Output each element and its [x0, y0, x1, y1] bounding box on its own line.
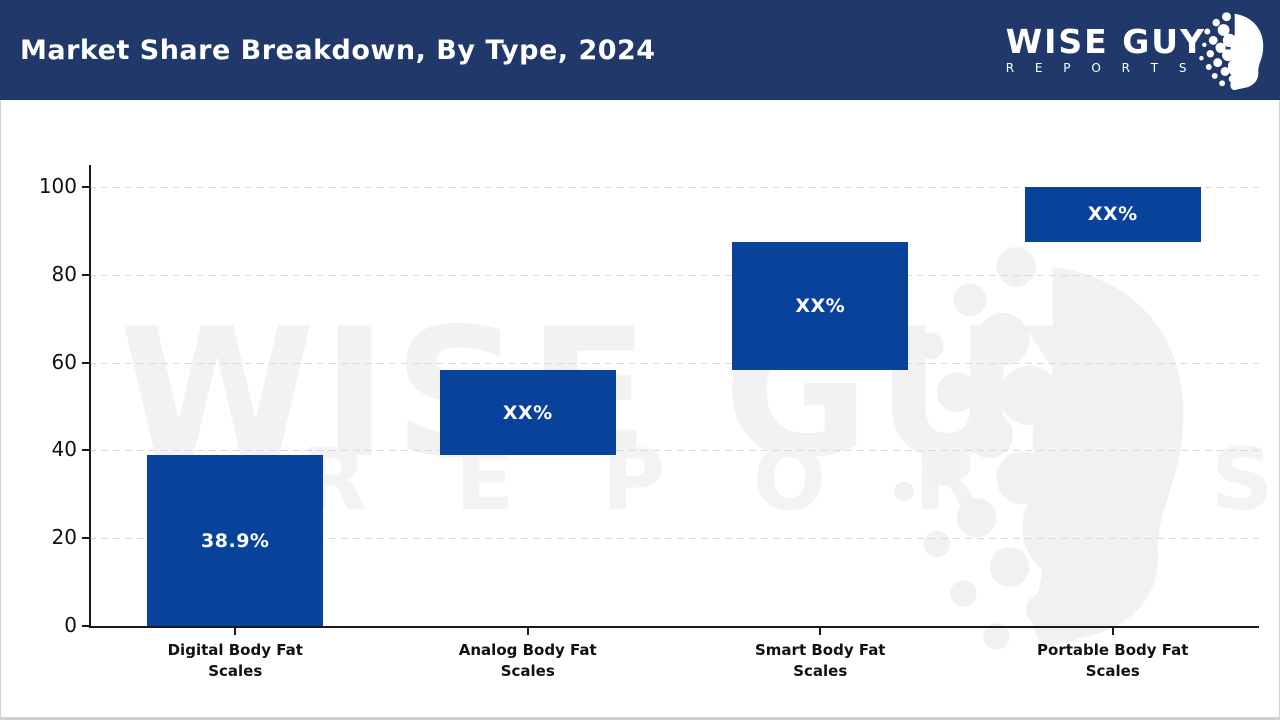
- x-axis-tick: [819, 628, 822, 635]
- waterfall-bar: XX%: [732, 241, 909, 371]
- bar-value-label: XX%: [795, 294, 846, 317]
- gridline: [89, 538, 1259, 540]
- x-axis-line: [89, 626, 1259, 628]
- y-axis-tick-label: 40: [51, 437, 77, 462]
- page-title: Market Share Breakdown, By Type, 2024: [20, 34, 656, 66]
- y-axis-tick-label: 100: [38, 173, 77, 198]
- bar-value-label: 38.9%: [201, 529, 270, 552]
- chart-canvas: WISE GUY REPORTS 0 20 40 60 80 100 38.9% Digita…: [0, 100, 1280, 720]
- x-axis-category-label: Digital Body Fat Scales: [167, 641, 303, 680]
- watermark-head-icon: [894, 247, 1184, 650]
- waterfall-chart: 0 20 40 60 80 100 38.9% Digital Body Fat Scales…: [1, 100, 1279, 717]
- y-axis-line: [89, 165, 91, 626]
- wise-guy-reports-logo: WISE GUY R E P O R T S: [1006, 6, 1268, 94]
- gridline: [89, 186, 1259, 188]
- x-axis-tick: [526, 628, 529, 635]
- y-axis-tick: [82, 537, 89, 540]
- x-axis-tick: [1111, 628, 1114, 635]
- y-axis-tick: [82, 449, 89, 452]
- x-axis-category-label: Portable Body Fat Scales: [1037, 641, 1189, 680]
- y-axis-tick: [82, 625, 89, 627]
- waterfall-bar: XX%: [439, 370, 616, 456]
- bar-value-label: XX%: [1087, 203, 1138, 226]
- y-axis-tick: [82, 273, 89, 276]
- bar-value-label: XX%: [502, 401, 553, 424]
- y-axis-tick-label: 60: [51, 349, 77, 374]
- waterfall-bar: XX%: [1024, 186, 1201, 242]
- y-axis-tick: [82, 361, 89, 364]
- logo-subtitle: R E P O R T S: [1005, 61, 1196, 75]
- y-axis-tick-label: 80: [51, 261, 77, 286]
- logo-wordmark: WISE GUY: [1005, 22, 1206, 61]
- x-axis-category-label: Analog Body Fat Scales: [458, 641, 597, 680]
- gridline: [89, 362, 1259, 364]
- header-banner: Market Share Breakdown, By Type, 2024 WI…: [0, 0, 1280, 100]
- logo-text: WISE GUY R E P O R T S: [1006, 25, 1206, 75]
- dotted-head-icon: [1199, 12, 1264, 90]
- waterfall-bar: 38.9%: [147, 455, 324, 626]
- y-axis-tick-label: 20: [51, 525, 77, 550]
- gridline: [89, 274, 1259, 276]
- x-axis-category-label: Smart Body Fat Scales: [755, 641, 886, 680]
- y-axis-tick-label: 0: [64, 613, 77, 637]
- x-axis-tick: [234, 628, 237, 635]
- y-axis-tick: [82, 185, 89, 188]
- gridline: [89, 450, 1259, 452]
